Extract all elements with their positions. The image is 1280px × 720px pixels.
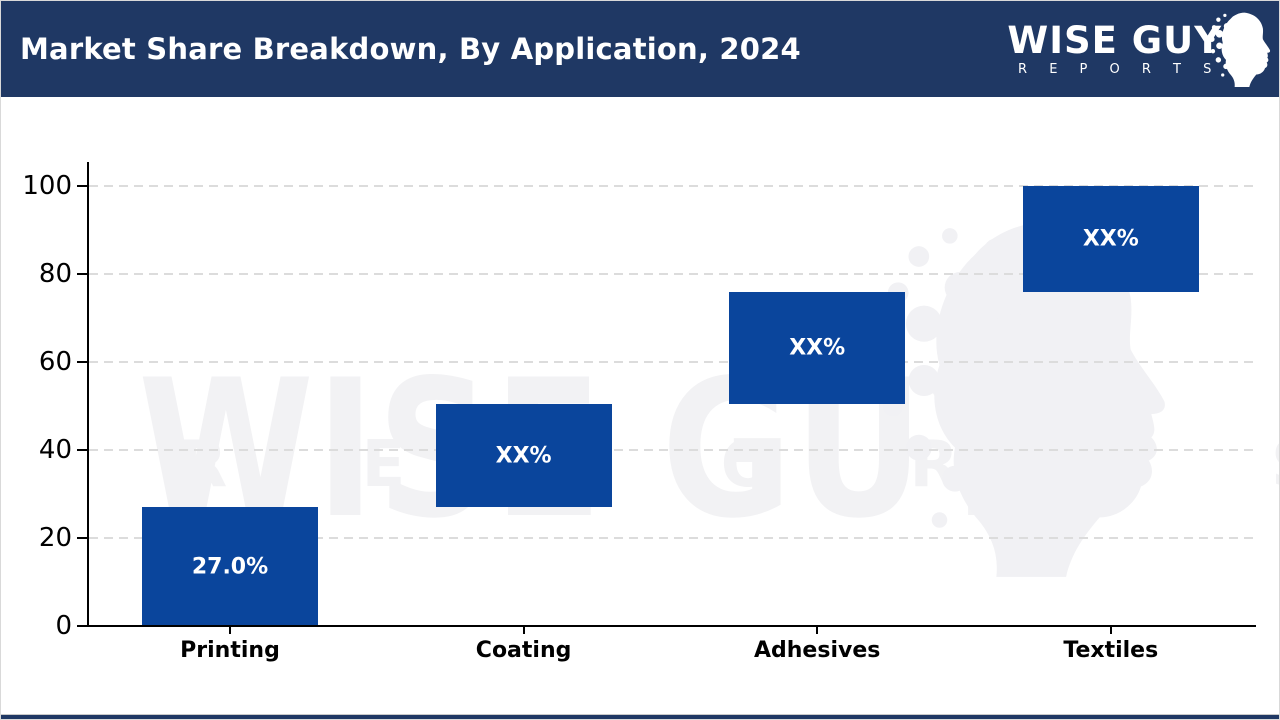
x-tick-label: Textiles <box>1063 638 1159 663</box>
x-tick-label: Printing <box>180 638 280 663</box>
y-tick-label: 60 <box>38 347 72 377</box>
page-title: Market Share Breakdown, By Application, … <box>20 31 801 66</box>
x-tick-mark <box>229 627 231 634</box>
y-tick-mark <box>77 537 87 539</box>
brand-logo: WISE GUY R E P O R T S <box>1007 11 1272 87</box>
logo-wordmark: WISE GUY R E P O R T S <box>1007 22 1222 76</box>
gridline <box>89 185 1253 187</box>
x-tick-mark <box>1109 627 1112 634</box>
y-axis-line <box>87 162 89 627</box>
y-tick-mark <box>77 273 87 275</box>
y-tick-label: 40 <box>38 435 72 465</box>
bar-printing <box>142 507 318 626</box>
y-tick-mark <box>77 185 87 187</box>
gridline <box>89 449 1253 451</box>
y-tick-mark <box>77 625 87 627</box>
brand-head-icon <box>1206 11 1272 87</box>
logo-wordmark-line1: WISE GUY <box>1007 18 1222 62</box>
footer-bar <box>0 714 1280 720</box>
header-bar: Market Share Breakdown, By Application, … <box>0 0 1280 97</box>
x-tick-label: Coating <box>475 638 572 663</box>
x-tick-label: Adhesives <box>754 638 881 663</box>
x-tick-mark <box>522 627 525 634</box>
bar-value-label: XX% <box>1082 226 1139 252</box>
logo-wordmark-line2: R E P O R T S <box>1018 61 1221 77</box>
bar-coating <box>435 403 612 508</box>
y-tick-label: 20 <box>38 523 72 553</box>
bar-value-label: XX% <box>789 335 846 361</box>
y-tick-label: 0 <box>55 611 72 641</box>
y-tick-mark <box>77 361 87 363</box>
bar-value-label: 27.0% <box>191 554 269 580</box>
gridline <box>89 537 1253 539</box>
x-axis-line <box>87 625 1256 627</box>
x-tick-mark <box>816 627 819 634</box>
bar-value-label: XX% <box>495 443 552 468</box>
gridline <box>89 273 1253 275</box>
gridline <box>89 361 1253 363</box>
y-tick-label: 100 <box>22 171 72 201</box>
y-tick-label: 80 <box>38 259 72 289</box>
y-tick-mark <box>77 449 87 451</box>
